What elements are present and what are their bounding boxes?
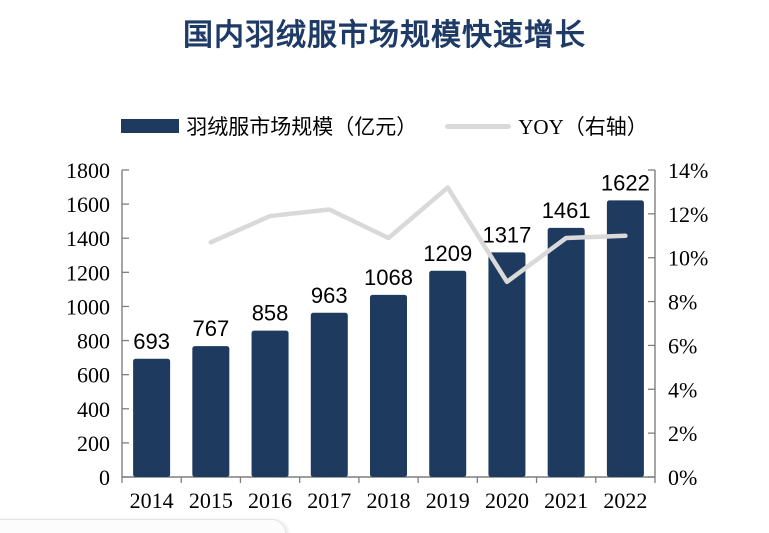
bar-value-label: 963 — [311, 283, 348, 308]
x-axis-label: 2018 — [367, 488, 411, 513]
bar — [606, 200, 644, 477]
bar — [192, 346, 230, 477]
x-axis-label: 2020 — [485, 488, 529, 513]
bar-value-label: 1622 — [601, 170, 650, 195]
bar-value-label: 1317 — [482, 222, 531, 247]
left-axis-tick-label: 0 — [99, 465, 110, 490]
left-axis-tick-label: 800 — [77, 329, 110, 354]
right-axis-tick-label: 4% — [668, 377, 697, 402]
x-axis-label: 2019 — [426, 488, 470, 513]
left-axis-tick-label: 1000 — [66, 294, 110, 319]
bar — [133, 358, 171, 477]
bar-series-swatch — [121, 119, 180, 133]
x-axis-label: 2021 — [544, 488, 588, 513]
right-axis-tick-label: 6% — [668, 333, 697, 358]
bar-value-label: 693 — [133, 329, 170, 354]
legend-item-yoy: YOY（右轴） — [445, 111, 648, 141]
yoy-line — [208, 185, 628, 285]
bar — [251, 330, 289, 477]
bar — [488, 252, 526, 477]
legend-label-yoy: YOY（右轴） — [518, 115, 648, 139]
bar — [370, 294, 407, 477]
chart-title: 国内羽绒服市场规模快速增长 — [183, 19, 586, 52]
right-axis-tick-label: 0% — [668, 465, 697, 490]
line-series-swatch — [445, 123, 512, 129]
right-axis-tick-label: 14% — [668, 158, 708, 183]
right-axis-tick-label: 12% — [668, 202, 708, 227]
bar — [547, 227, 585, 477]
right-axis-tick-label: 2% — [668, 421, 697, 446]
legend: 羽绒服市场规模（亿元） YOY（右轴） — [0, 111, 769, 141]
left-axis-tick-label: 1800 — [66, 158, 110, 183]
x-axis-label: 2015 — [189, 488, 233, 513]
bar-value-label: 1068 — [364, 265, 413, 290]
legend-label-market-size: 羽绒服市场规模（亿元） — [186, 115, 418, 139]
left-axis-tick-label: 200 — [77, 431, 110, 456]
bar — [429, 270, 467, 477]
left-axis-tick-label: 1400 — [66, 226, 110, 251]
left-axis-tick-label: 1200 — [66, 260, 110, 285]
bar — [310, 312, 348, 477]
left-axis-tick-label: 600 — [77, 363, 110, 388]
bar-value-label: 767 — [192, 316, 229, 341]
x-axis-label: 2017 — [307, 488, 351, 513]
legend-item-market-size: 羽绒服市场规模（亿元） — [121, 111, 417, 141]
x-axis-label: 2022 — [603, 488, 647, 513]
x-axis-label: 2016 — [248, 488, 292, 513]
bottom-left-panel-edge — [0, 519, 286, 533]
bar-value-label: 1461 — [542, 198, 591, 223]
x-axis-label: 2014 — [130, 488, 174, 513]
right-axis-tick-label: 8% — [668, 290, 697, 315]
bar-value-label: 1209 — [423, 241, 472, 266]
bar-value-label: 858 — [252, 301, 289, 326]
left-axis-tick-label: 1600 — [66, 192, 110, 217]
right-axis-tick-label: 10% — [668, 246, 708, 271]
left-axis-tick-label: 400 — [77, 397, 110, 422]
